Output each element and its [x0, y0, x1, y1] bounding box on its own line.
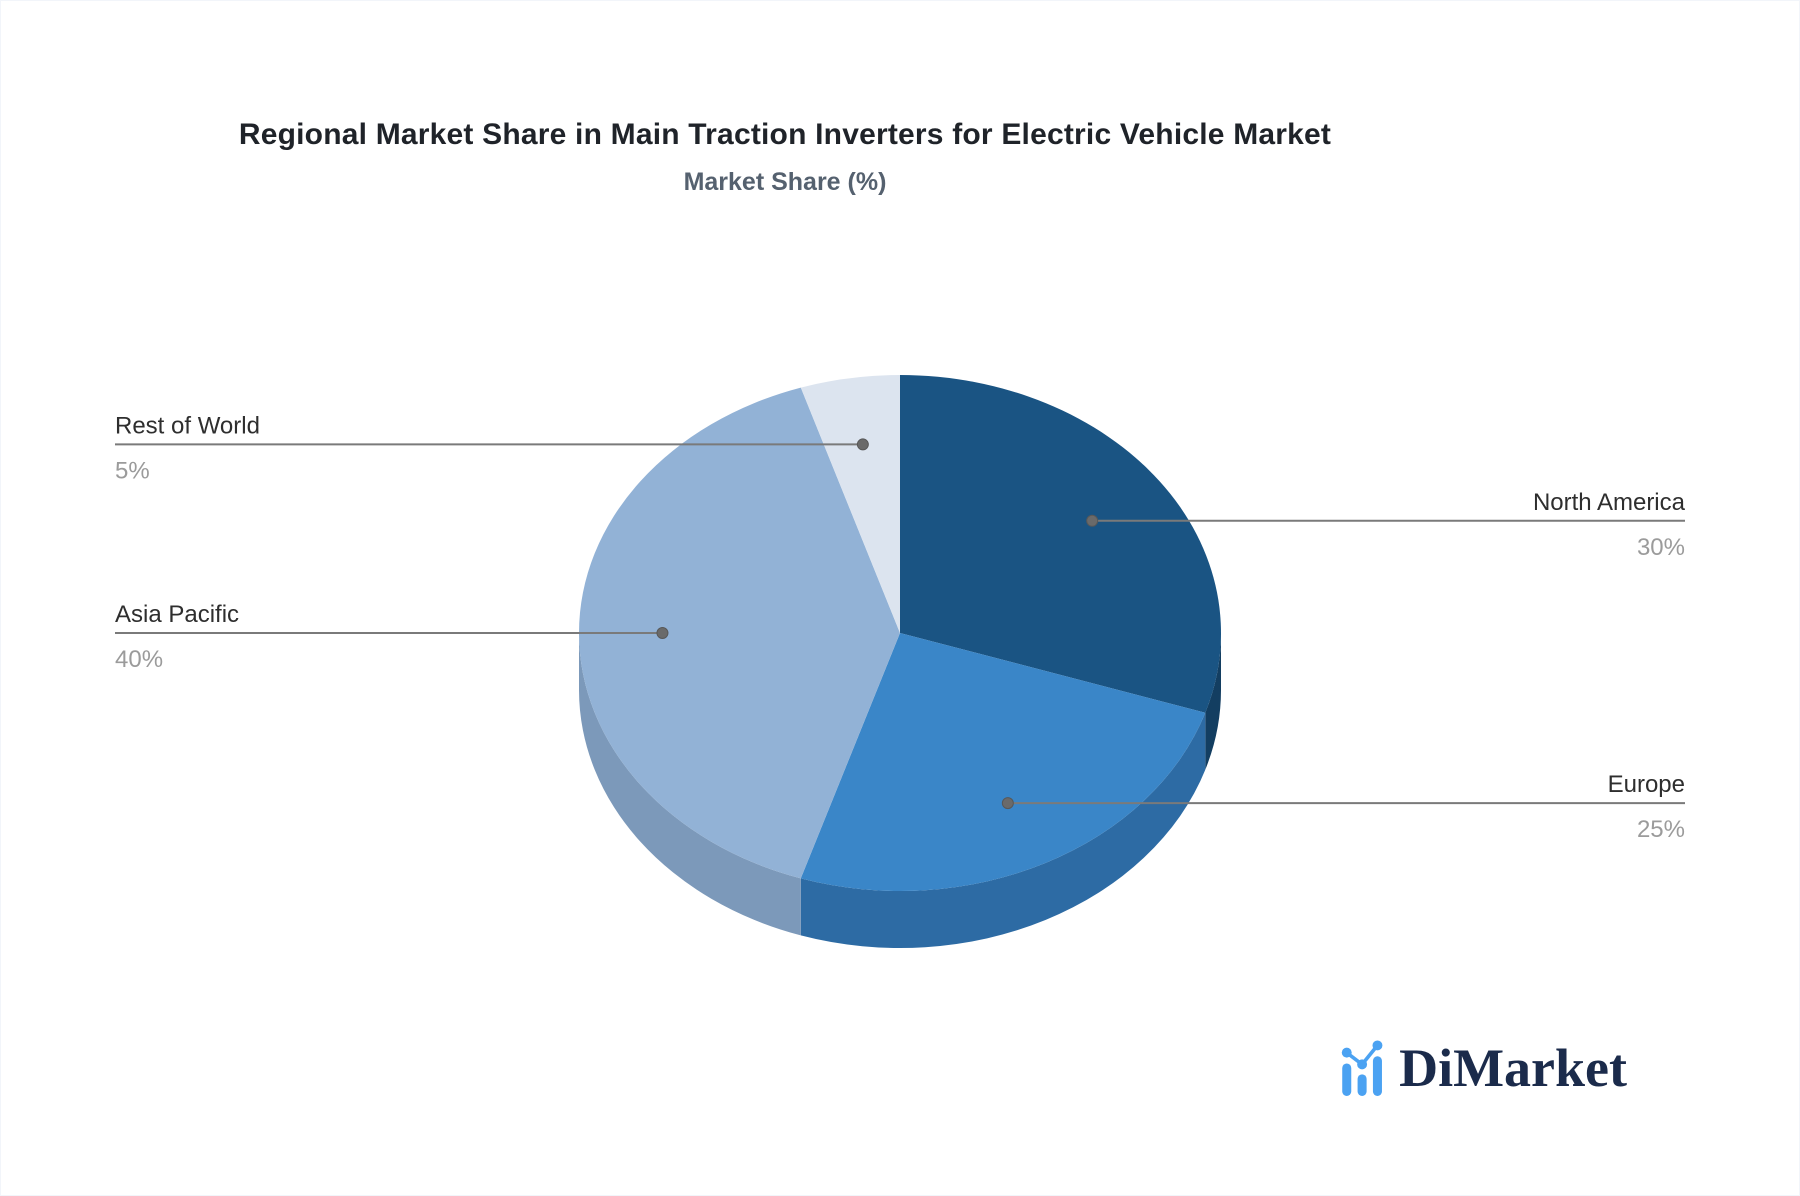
leader-dot-rest-of-world	[856, 438, 869, 451]
leader-dot-europe	[1001, 797, 1014, 810]
leader-dot-asia-pacific	[656, 627, 669, 639]
slice-label-north-america: North America	[1533, 489, 1686, 516]
slice-value-rest-of-world: 5%	[115, 457, 150, 484]
brand-logo: DiMarket	[1340, 1040, 1627, 1096]
leader-dot-north-america	[1086, 514, 1099, 527]
slice-label-europe: Europe	[1608, 771, 1685, 798]
slice-label-rest-of-world: Rest of World	[115, 412, 260, 439]
slice-label-asia-pacific: Asia Pacific	[115, 601, 239, 628]
chart-heading: Regional Market Share in Main Traction I…	[0, 118, 1570, 197]
pie-slice-europe[interactable]	[800, 633, 1206, 891]
chart-subtitle: Market Share (%)	[683, 168, 887, 196]
pie-slice-side-north-america	[1205, 633, 1221, 770]
pie-slice-rest-of-world[interactable]	[800, 375, 900, 633]
slice-value-north-america: 30%	[1637, 534, 1685, 561]
bar-line-chart-icon	[1341, 1040, 1383, 1096]
pie-slice-asia-pacific[interactable]	[579, 387, 900, 879]
pie-slice-side-europe	[800, 712, 1206, 948]
pie-slice-side-asia-pacific	[579, 633, 801, 936]
slice-value-asia-pacific: 40%	[115, 646, 163, 673]
slice-value-europe: 25%	[1637, 816, 1685, 843]
chart-title: Regional Market Share in Main Traction I…	[238, 118, 1332, 151]
pie-slice-north-america[interactable]	[900, 375, 1221, 713]
brand-logo-text: DiMarket	[1399, 1038, 1627, 1098]
